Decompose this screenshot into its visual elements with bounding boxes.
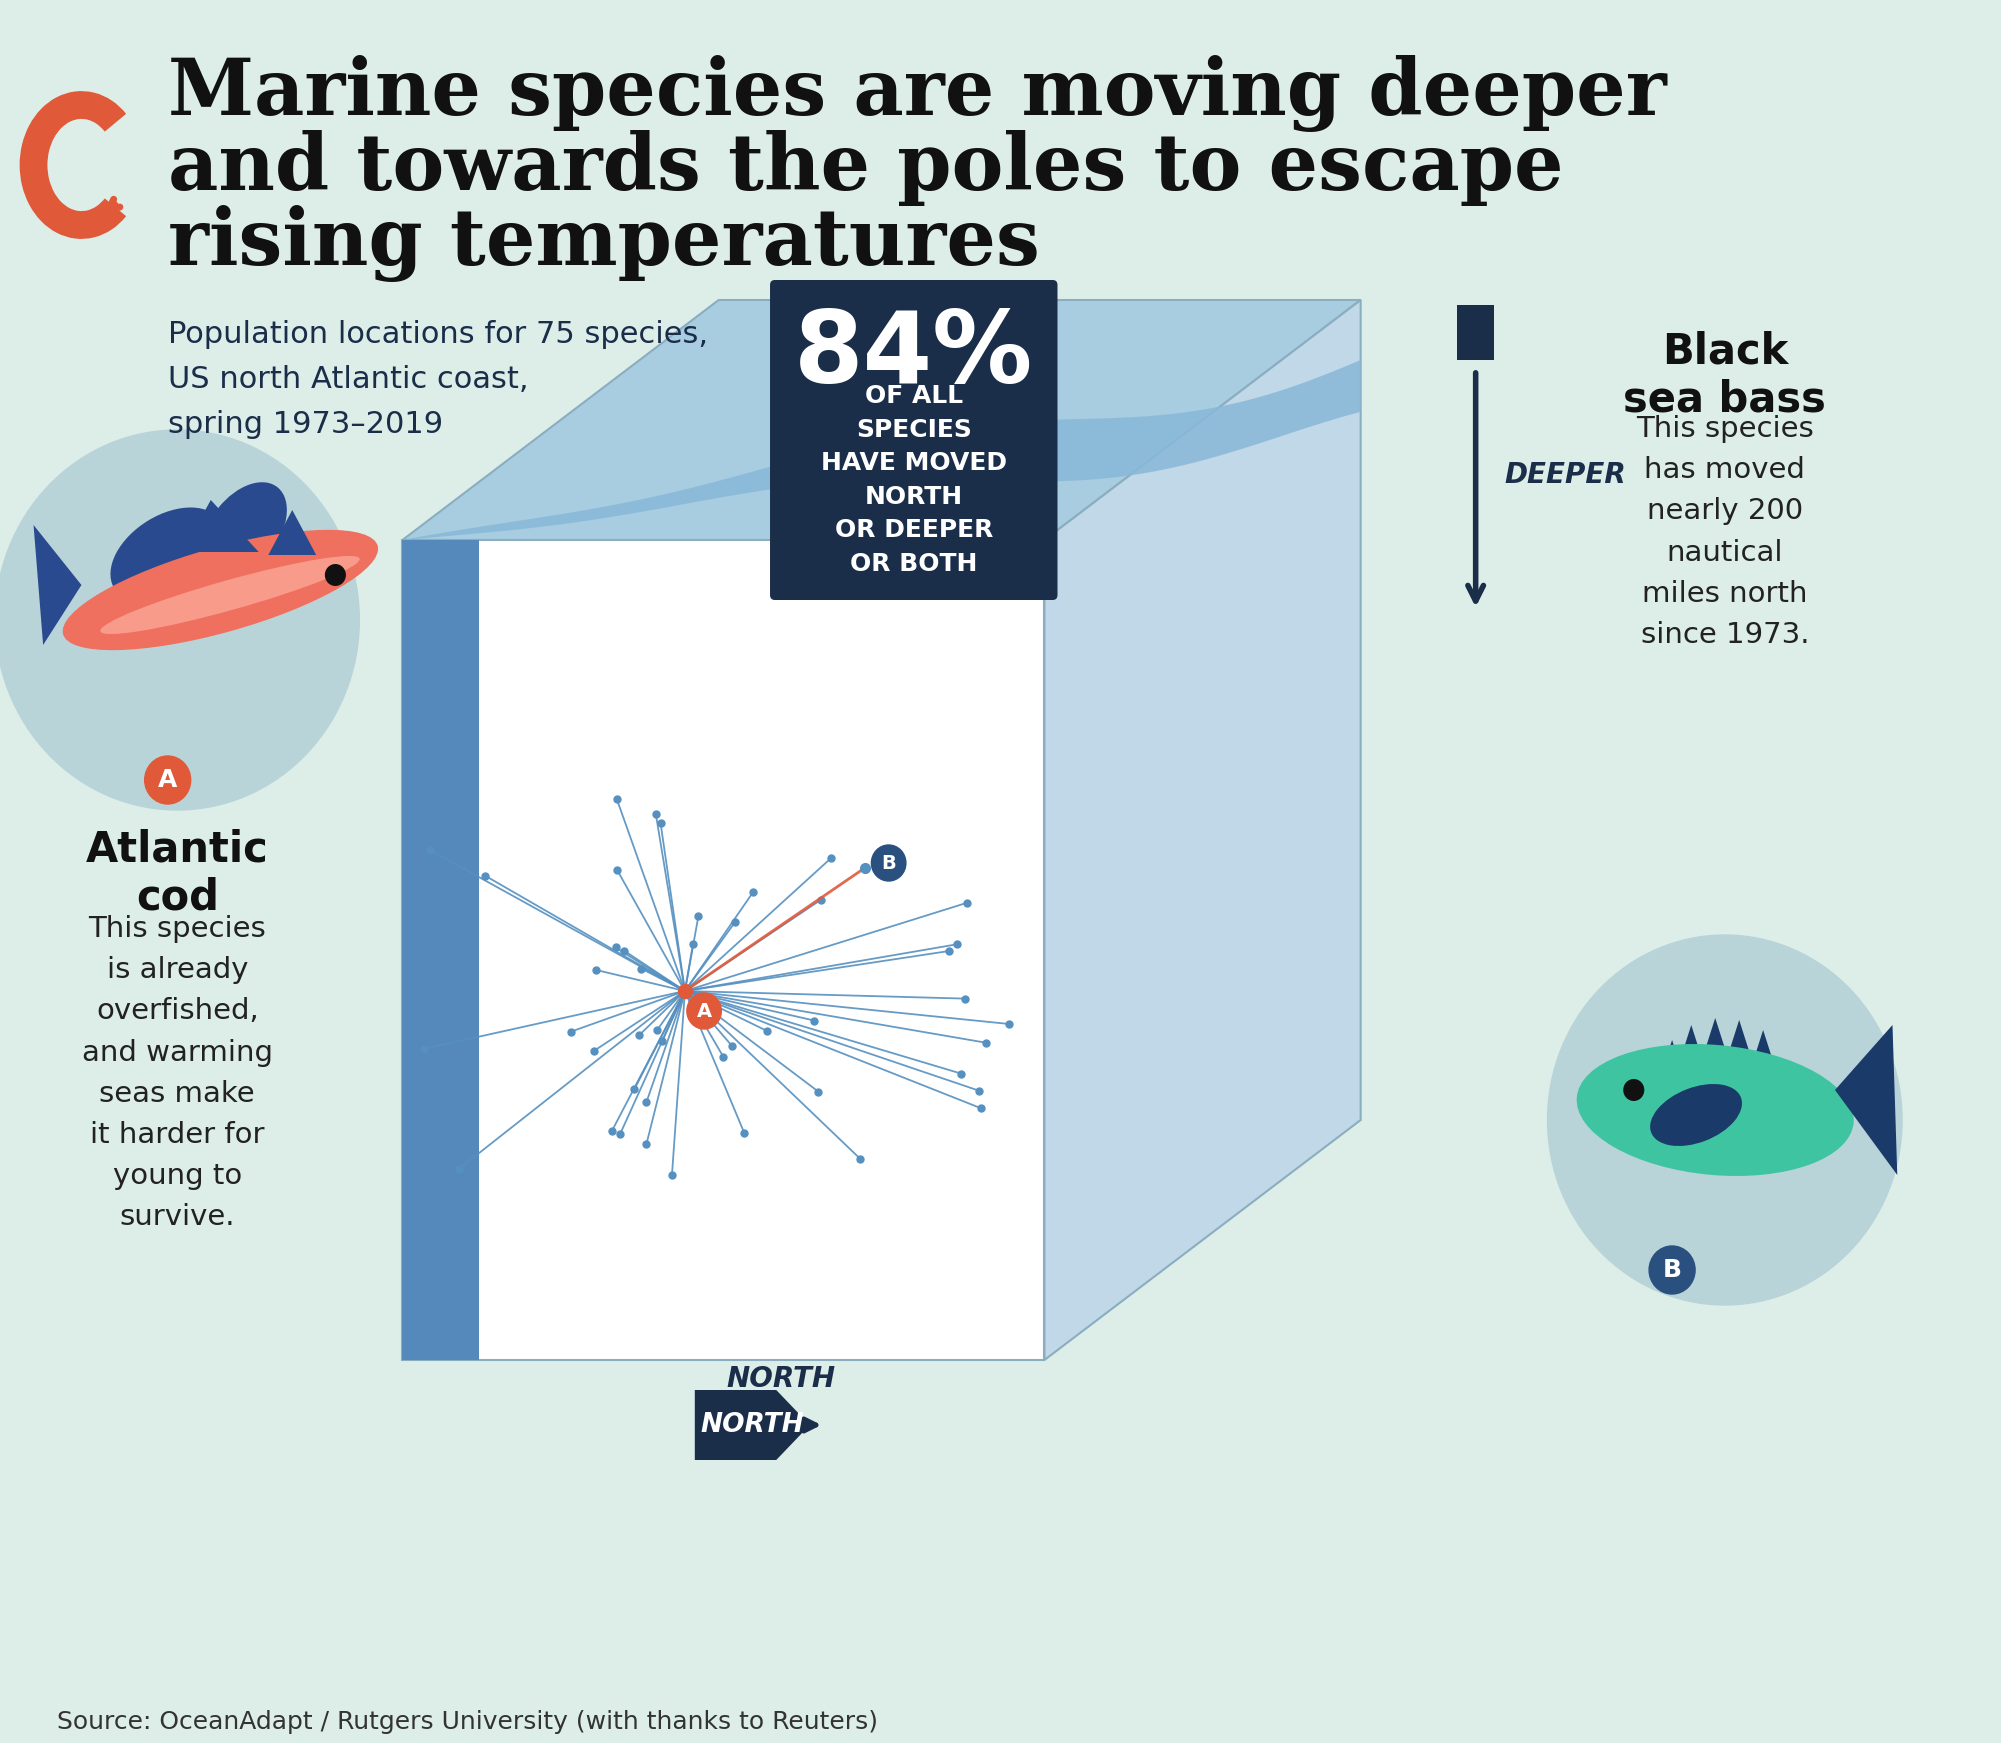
Text: rising temperatures: rising temperatures bbox=[168, 206, 1041, 282]
Ellipse shape bbox=[202, 483, 286, 577]
Text: Marine species are moving deeper: Marine species are moving deeper bbox=[168, 56, 1667, 132]
Ellipse shape bbox=[62, 530, 378, 650]
Circle shape bbox=[870, 845, 906, 880]
Polygon shape bbox=[1681, 1025, 1701, 1055]
Ellipse shape bbox=[110, 507, 224, 603]
Ellipse shape bbox=[1651, 1084, 1743, 1145]
Text: OF ALL
SPECIES
HAVE MOVED
NORTH
OR DEEPER
OR BOTH: OF ALL SPECIES HAVE MOVED NORTH OR DEEPE… bbox=[820, 383, 1007, 575]
Polygon shape bbox=[1663, 1041, 1681, 1070]
Circle shape bbox=[144, 756, 190, 804]
Circle shape bbox=[1649, 1246, 1695, 1293]
Bar bbox=[402, 540, 478, 1360]
Polygon shape bbox=[1729, 1020, 1749, 1049]
Text: A: A bbox=[696, 1002, 712, 1020]
Text: B: B bbox=[1663, 1258, 1681, 1283]
Polygon shape bbox=[1045, 300, 1361, 1360]
Polygon shape bbox=[268, 511, 316, 554]
Text: B: B bbox=[880, 854, 896, 873]
Text: and towards the poles to escape: and towards the poles to escape bbox=[168, 131, 1563, 206]
Circle shape bbox=[324, 565, 346, 586]
Polygon shape bbox=[694, 1389, 810, 1461]
Polygon shape bbox=[402, 300, 1361, 540]
Bar bbox=[1457, 305, 1495, 361]
Bar bbox=[402, 540, 1045, 1360]
Text: Atlantic
cod: Atlantic cod bbox=[86, 828, 268, 919]
Polygon shape bbox=[34, 525, 82, 645]
Ellipse shape bbox=[1577, 1044, 1853, 1177]
FancyBboxPatch shape bbox=[770, 281, 1057, 600]
Ellipse shape bbox=[100, 556, 360, 634]
Text: A: A bbox=[158, 769, 178, 791]
Text: Population locations for 75 species,
US north Atlantic coast,
spring 1973–2019: Population locations for 75 species, US … bbox=[168, 321, 708, 439]
Circle shape bbox=[0, 431, 360, 810]
Circle shape bbox=[686, 994, 720, 1028]
Text: This species
has moved
nearly 200
nautical
miles north
since 1973.: This species has moved nearly 200 nautic… bbox=[1637, 415, 1813, 648]
Circle shape bbox=[1547, 934, 1903, 1306]
Circle shape bbox=[1623, 1079, 1645, 1102]
Polygon shape bbox=[1753, 1030, 1773, 1060]
Text: 84%: 84% bbox=[794, 307, 1033, 403]
Text: NORTH: NORTH bbox=[700, 1412, 804, 1438]
Polygon shape bbox=[182, 500, 258, 553]
Polygon shape bbox=[1705, 1018, 1725, 1048]
Text: DEEPER: DEEPER bbox=[1505, 460, 1627, 490]
Polygon shape bbox=[1835, 1025, 1897, 1175]
Text: Black
sea bass: Black sea bass bbox=[1623, 329, 1827, 420]
Polygon shape bbox=[402, 361, 1361, 540]
Text: Source: OceanAdapt / Rutgers University (with thanks to Reuters): Source: OceanAdapt / Rutgers University … bbox=[58, 1710, 878, 1734]
Text: NORTH: NORTH bbox=[726, 1365, 836, 1393]
Text: This species
is already
overfished,
and warming
seas make
it harder for
young to: This species is already overfished, and … bbox=[82, 915, 272, 1231]
